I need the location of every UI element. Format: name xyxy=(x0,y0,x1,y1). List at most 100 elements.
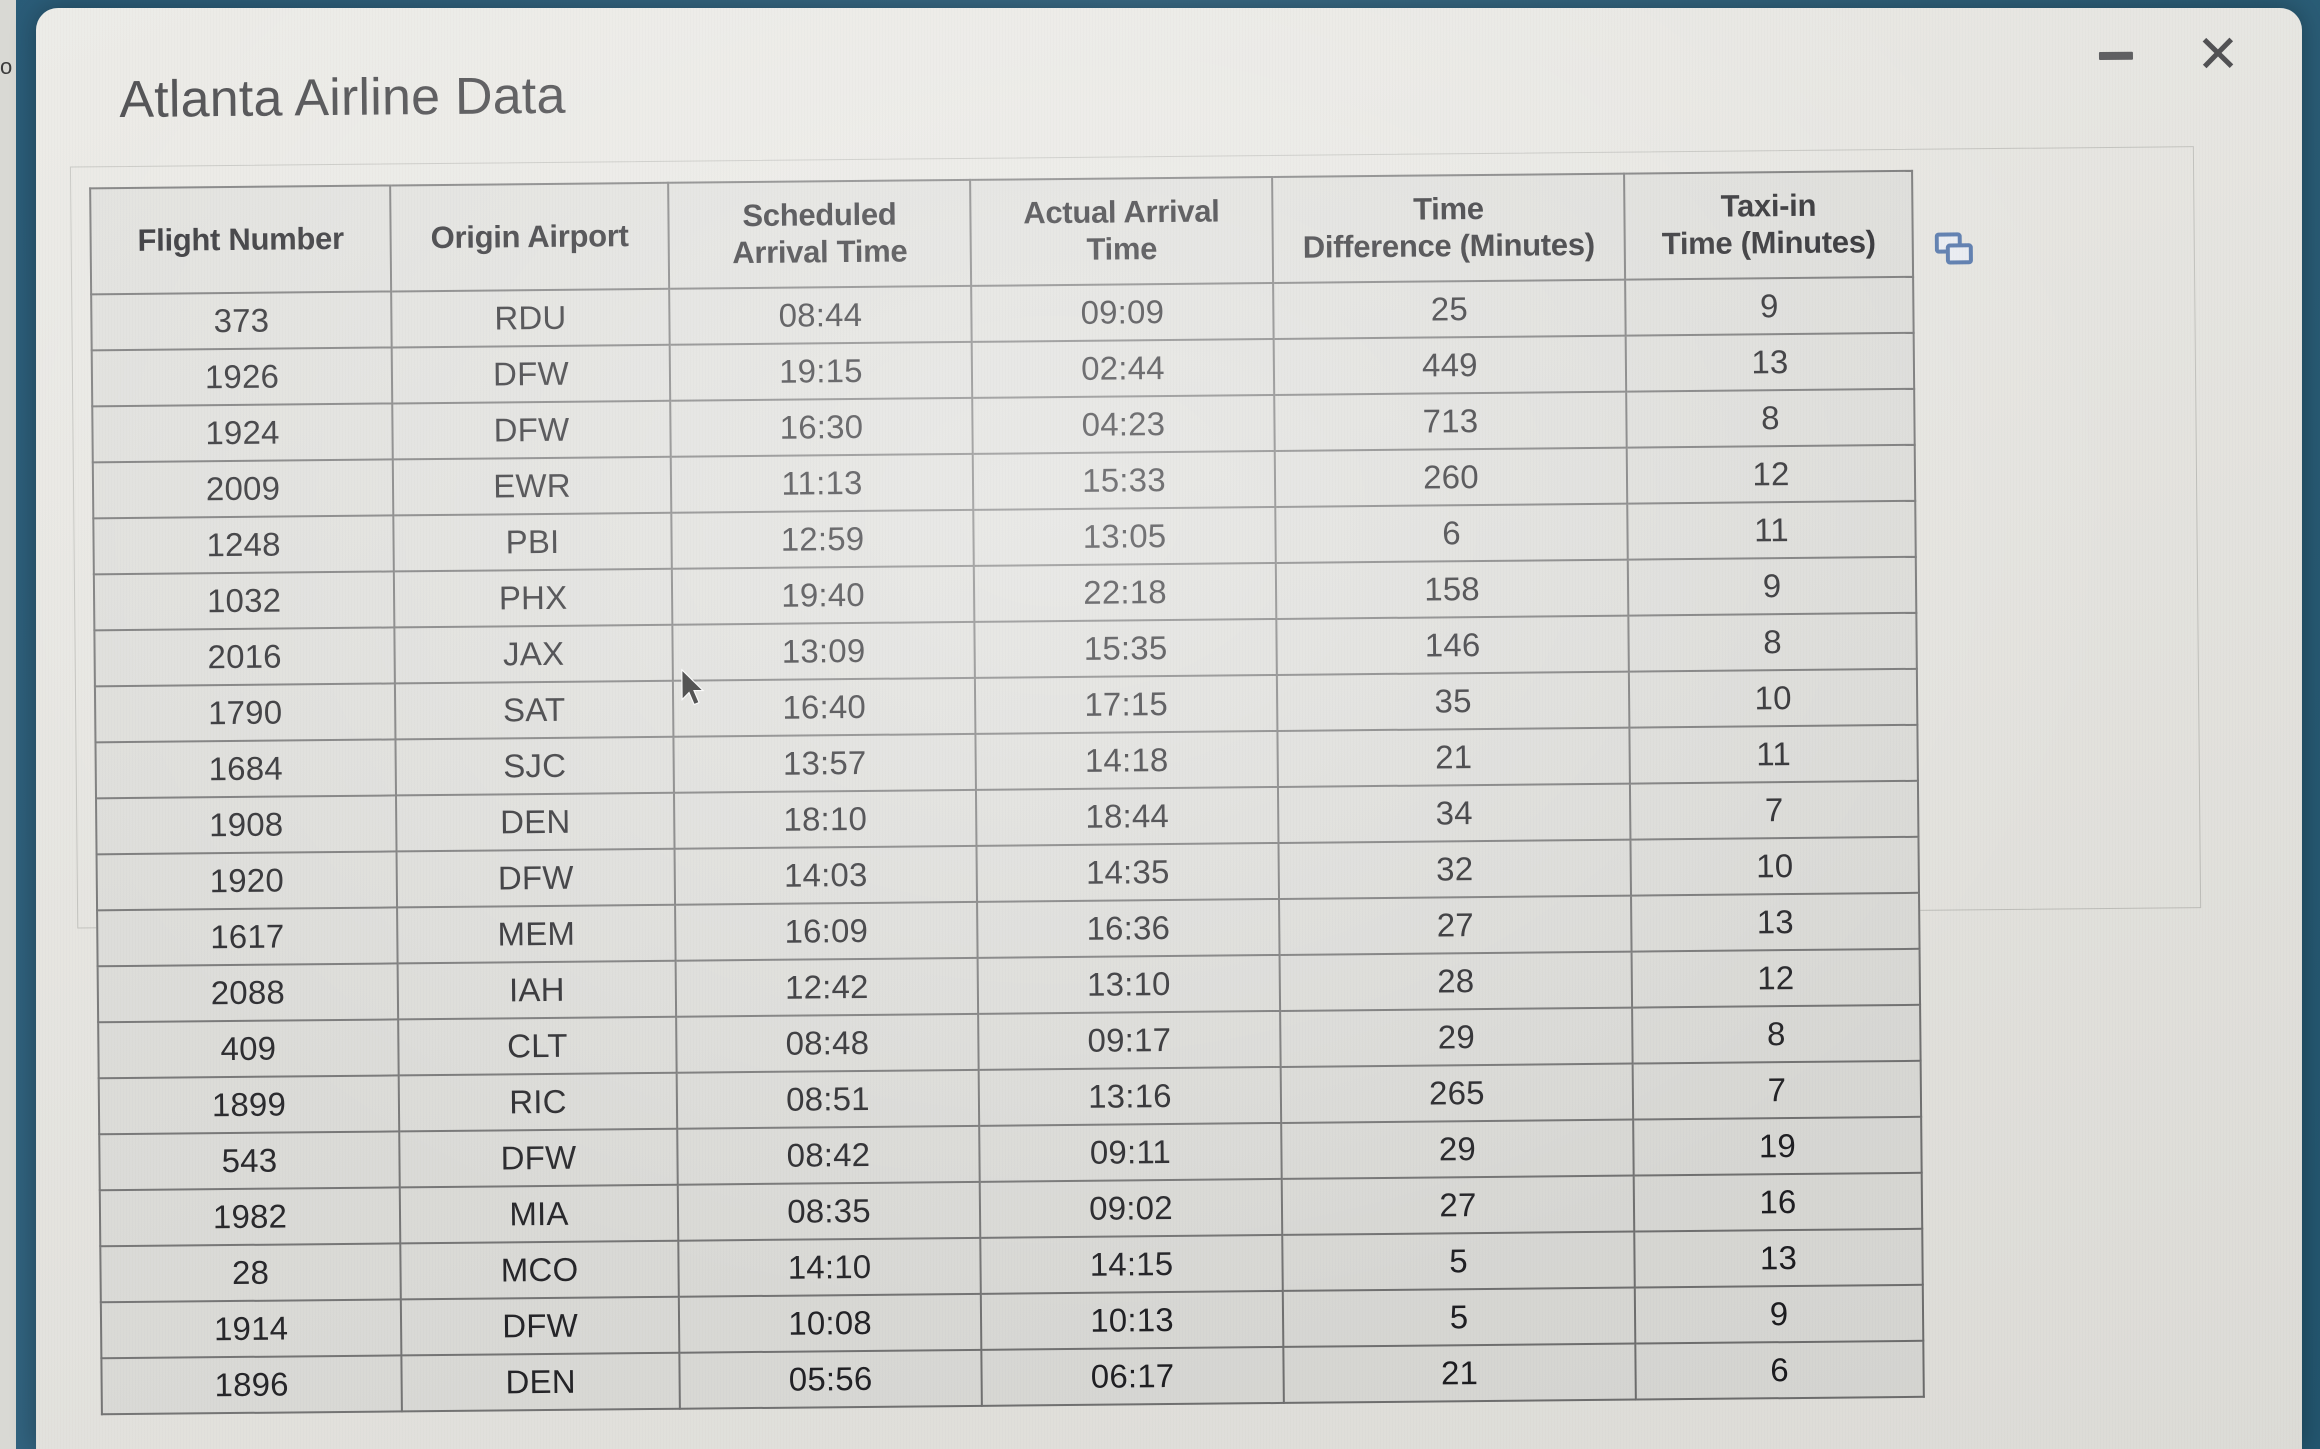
table-cell[interactable]: 1982 xyxy=(99,1187,401,1247)
table-cell[interactable]: 14:15 xyxy=(980,1234,1283,1294)
table-cell[interactable]: PBI xyxy=(393,512,672,572)
table-cell[interactable]: 13 xyxy=(1631,892,1920,952)
table-cell[interactable]: 11 xyxy=(1627,500,1916,560)
table-cell[interactable]: EWR xyxy=(392,456,672,516)
table-cell[interactable]: 10 xyxy=(1630,836,1919,896)
table-cell[interactable]: 146 xyxy=(1276,615,1629,675)
table-cell[interactable]: 1032 xyxy=(93,571,395,631)
table-cell[interactable]: 16:09 xyxy=(675,901,978,961)
table-cell[interactable]: 02:44 xyxy=(971,338,1275,398)
table-cell[interactable]: 8 xyxy=(1626,388,1915,448)
table-cell[interactable]: 7 xyxy=(1629,780,1919,840)
table-cell[interactable]: 25 xyxy=(1273,279,1626,339)
table-cell[interactable]: 09:09 xyxy=(971,282,1274,342)
table-cell[interactable]: SJC xyxy=(395,736,674,796)
table-cell[interactable]: 06:17 xyxy=(981,1346,1284,1406)
table-cell[interactable]: MEM xyxy=(397,904,676,964)
column-header-time-difference[interactable]: Time Difference (Minutes) xyxy=(1272,173,1626,283)
table-cell[interactable]: 7 xyxy=(1632,1060,1922,1120)
table-cell[interactable]: 22:18 xyxy=(973,562,1277,622)
table-cell[interactable]: 14:10 xyxy=(678,1237,981,1297)
table-cell[interactable]: 11 xyxy=(1629,724,1918,784)
table-cell[interactable]: 29 xyxy=(1280,1007,1633,1067)
table-cell[interactable]: 21 xyxy=(1283,1343,1636,1403)
table-cell[interactable]: 1908 xyxy=(96,795,397,855)
table-cell[interactable]: 13:05 xyxy=(973,506,1276,566)
table-cell[interactable]: 6 xyxy=(1275,503,1628,563)
table-cell[interactable]: RDU xyxy=(391,288,670,348)
table-cell[interactable]: 16 xyxy=(1633,1172,1923,1232)
table-cell[interactable]: 2009 xyxy=(92,459,394,519)
column-header-actual-arrival-time[interactable]: Actual Arrival Time xyxy=(970,176,1274,286)
table-cell[interactable]: 1617 xyxy=(97,907,398,967)
table-cell[interactable]: 15:35 xyxy=(974,618,1277,678)
table-cell[interactable]: 409 xyxy=(98,1019,399,1079)
table-cell[interactable]: 05:56 xyxy=(679,1349,982,1409)
table-cell[interactable]: 16:30 xyxy=(670,397,973,457)
table-cell[interactable]: 19:40 xyxy=(671,565,975,625)
table-cell[interactable]: DFW xyxy=(399,1128,678,1188)
table-cell[interactable]: MIA xyxy=(399,1184,679,1244)
minimize-button[interactable] xyxy=(2085,25,2148,88)
table-cell[interactable]: 14:35 xyxy=(976,842,1280,902)
table-cell[interactable]: DFW xyxy=(391,344,671,404)
column-header-taxi-in-time[interactable]: Taxi-in Time (Minutes) xyxy=(1624,170,1914,280)
table-cell[interactable]: 19 xyxy=(1633,1116,1922,1176)
table-cell[interactable]: 18:44 xyxy=(975,786,1279,846)
table-cell[interactable]: 449 xyxy=(1273,335,1627,395)
table-cell[interactable]: 1896 xyxy=(101,1355,402,1415)
table-cell[interactable]: IAH xyxy=(397,960,677,1020)
table-cell[interactable]: 5 xyxy=(1282,1287,1636,1347)
table-cell[interactable]: 1914 xyxy=(100,1299,402,1359)
table-cell[interactable]: PHX xyxy=(393,568,673,628)
table-cell[interactable]: 17:15 xyxy=(974,674,1278,734)
table-cell[interactable]: 8 xyxy=(1628,612,1917,672)
table-cell[interactable]: 28 xyxy=(1279,951,1633,1011)
table-cell[interactable]: 09:11 xyxy=(979,1122,1282,1182)
table-cell[interactable]: JAX xyxy=(394,624,673,684)
table-cell[interactable]: 13:16 xyxy=(978,1066,1282,1126)
table-cell[interactable]: 08:42 xyxy=(677,1125,980,1185)
table-cell[interactable]: 29 xyxy=(1281,1119,1634,1179)
table-cell[interactable]: 08:51 xyxy=(676,1069,980,1129)
table-cell[interactable]: 09:02 xyxy=(979,1178,1283,1238)
table-cell[interactable]: 9 xyxy=(1634,1284,1924,1344)
duplicate-window-icon[interactable] xyxy=(1934,231,1975,269)
table-cell[interactable]: DEN xyxy=(401,1352,680,1412)
table-cell[interactable]: 1684 xyxy=(95,739,396,799)
column-header-scheduled-arrival-time[interactable]: Scheduled Arrival Time xyxy=(668,179,972,289)
table-cell[interactable]: 21 xyxy=(1277,727,1630,787)
table-cell[interactable]: 13:57 xyxy=(673,733,976,793)
table-cell[interactable]: 14:03 xyxy=(674,845,978,905)
table-cell[interactable]: 08:48 xyxy=(676,1013,979,1073)
table-cell[interactable]: 265 xyxy=(1280,1063,1634,1123)
table-cell[interactable]: 713 xyxy=(1274,391,1627,451)
table-cell[interactable]: 1899 xyxy=(98,1075,400,1135)
table-cell[interactable]: 28 xyxy=(100,1243,401,1303)
close-button[interactable]: ✕ xyxy=(2187,24,2250,87)
table-cell[interactable]: 04:23 xyxy=(972,394,1275,454)
table-cell[interactable]: RIC xyxy=(398,1072,678,1132)
table-cell[interactable]: DFW xyxy=(392,400,671,460)
table-cell[interactable]: 2016 xyxy=(94,627,395,687)
table-cell[interactable]: 13:10 xyxy=(977,954,1281,1014)
table-cell[interactable]: 6 xyxy=(1635,1340,1924,1400)
table-cell[interactable]: 10:08 xyxy=(678,1293,982,1353)
table-cell[interactable]: 18:10 xyxy=(673,789,977,849)
table-cell[interactable]: 1248 xyxy=(93,515,394,575)
table-cell[interactable]: 09:17 xyxy=(978,1010,1281,1070)
table-cell[interactable]: 32 xyxy=(1278,839,1632,899)
table-cell[interactable]: 13:09 xyxy=(672,621,975,681)
table-cell[interactable]: CLT xyxy=(398,1016,677,1076)
table-cell[interactable]: 1924 xyxy=(92,403,393,463)
table-cell[interactable]: 260 xyxy=(1274,447,1628,507)
table-cell[interactable]: 34 xyxy=(1277,783,1631,843)
table-cell[interactable]: 1926 xyxy=(91,347,393,407)
table-cell[interactable]: 12:42 xyxy=(675,957,979,1017)
table-cell[interactable]: 543 xyxy=(99,1131,400,1191)
table-cell[interactable]: 12 xyxy=(1626,444,1916,504)
table-cell[interactable]: 12 xyxy=(1631,948,1921,1008)
table-cell[interactable]: 19:15 xyxy=(669,341,973,401)
table-cell[interactable]: 9 xyxy=(1627,556,1917,616)
table-cell[interactable]: SAT xyxy=(394,680,674,740)
